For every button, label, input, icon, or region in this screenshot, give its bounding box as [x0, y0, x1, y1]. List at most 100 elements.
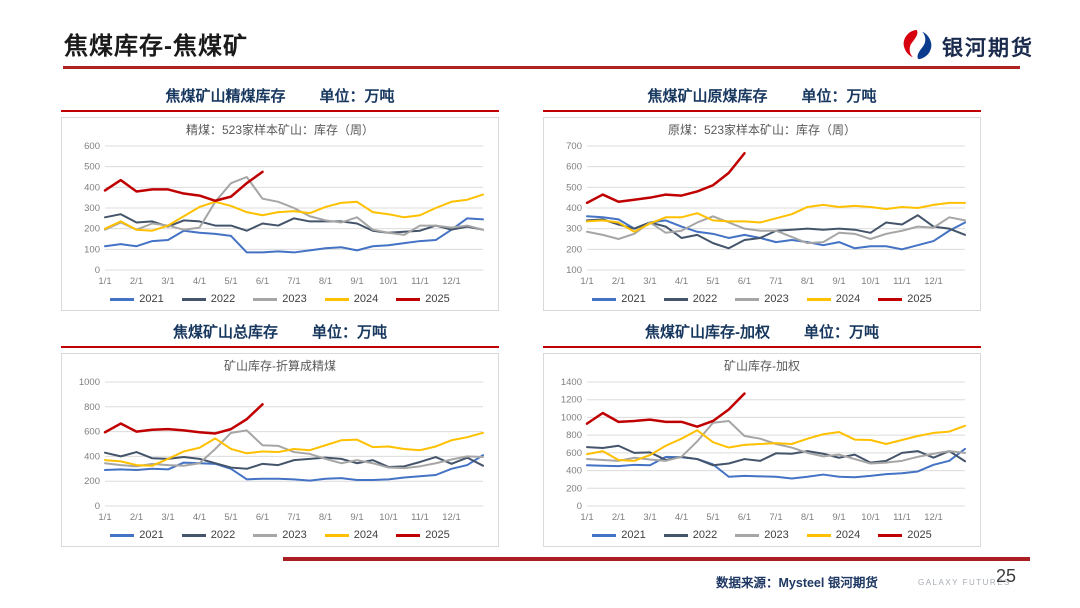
legend-swatch-2021	[110, 297, 135, 301]
legend-label-2022: 2022	[210, 529, 236, 541]
legend-item-2021: 2021	[110, 293, 164, 305]
logo-text: 银河期货	[942, 37, 1034, 60]
legend-swatch-2022	[181, 533, 206, 537]
legend-swatch-2022	[663, 297, 688, 301]
legend-label-2022: 2022	[692, 293, 718, 305]
x-axis-tick-label: 5/1	[224, 512, 237, 523]
panel-title: 焦煤矿山精煤库存	[165, 88, 286, 105]
panel-unit-label: 单位：万吨	[312, 324, 388, 341]
legend-item-2022: 2022	[181, 293, 235, 305]
y-axis-tick-label: 100	[84, 244, 100, 255]
legend-swatch-2025	[878, 297, 903, 301]
x-axis-tick-label: 4/1	[675, 512, 688, 523]
x-axis-tick-label: 8/1	[319, 512, 332, 523]
panel-refined-coal-inventory: 焦煤矿山精煤库存 单位：万吨 精煤：523家样本矿山：库存（周） 0 100 200…	[61, 85, 499, 311]
x-axis-tick-label: 10/1	[379, 512, 398, 523]
legend-label-2025: 2025	[425, 529, 450, 541]
legend-label-2023: 2023	[764, 293, 789, 305]
x-axis-tick-label: 12/1	[442, 512, 461, 523]
legend-swatch-2023	[735, 297, 760, 301]
x-axis-tick-label: 11/1	[893, 512, 911, 523]
x-axis-tick-label: 9/1	[832, 512, 845, 523]
y-axis-tick-label: 200	[84, 476, 100, 487]
y-axis-tick-label: 500	[566, 182, 582, 193]
x-axis-tick-label: 9/1	[350, 512, 363, 523]
panel-header: 焦煤矿山原煤库存 单位：万吨	[543, 85, 981, 112]
x-axis-tick-label: 2/1	[612, 276, 625, 287]
series-line-2024	[586, 424, 966, 462]
legend-swatch-2025	[396, 297, 421, 301]
legend-item-2021: 2021	[592, 293, 646, 305]
series-line-2021	[104, 454, 484, 482]
x-axis-tick-label: 11/1	[411, 512, 429, 523]
y-axis-tick-label: 400	[566, 203, 582, 214]
x-axis-tick-label: 1/1	[580, 512, 593, 523]
series-line-2025	[585, 392, 746, 428]
legend-swatch-2024	[324, 297, 349, 301]
legend-item-2025: 2025	[396, 293, 450, 305]
chart-box: 原煤：523家样本矿山：库存（周） 100 200 300 400 500 600 700 1…	[543, 117, 981, 311]
y-axis-tick-label: 200	[84, 224, 100, 235]
y-axis-tick-label: 1400	[561, 377, 582, 388]
x-axis-tick-label: 5/1	[224, 276, 237, 287]
y-axis-tick-label: 1000	[561, 412, 582, 423]
panel-unit-label: 单位：万吨	[803, 324, 879, 341]
legend-label-2025: 2025	[425, 293, 450, 305]
y-axis-tick-label: 500	[84, 162, 100, 173]
chart-legend: 2021 2022 2023 2024 2025	[65, 526, 495, 544]
chart-box: 矿山库存-折算成精煤 0 200 400 600 800 1000 1/1 2/1 3/1 4/1…	[61, 353, 499, 547]
line-chart-total-inventory: 0 200 400 600 800 1000 1/1 2/1 3/1 4/1 5/1 6/1 7/1 8/…	[79, 377, 484, 523]
legend-label-2024: 2024	[835, 529, 861, 541]
y-axis-tick-label: 300	[566, 224, 582, 235]
legend-item-2022: 2022	[181, 529, 236, 541]
x-axis-tick-label: 3/1	[161, 276, 174, 287]
legend-item-2025: 2025	[878, 529, 932, 541]
chart-box: 矿山库存-加权 0 200 400 600 800 1000 1200 1400 1/1 2/1 3…	[543, 353, 981, 547]
legend-item-2021: 2021	[592, 529, 646, 541]
legend-item-2024: 2024	[324, 293, 378, 305]
page-title: 焦煤库存-焦煤矿	[64, 33, 248, 60]
x-axis-tick-label: 5/1	[706, 276, 719, 287]
legend-item-2023: 2023	[735, 293, 789, 305]
legend-item-2024: 2024	[324, 529, 379, 541]
x-axis-tick-label: 1/1	[98, 276, 111, 287]
y-axis-tick-label: 0	[95, 501, 100, 512]
x-axis-tick-label: 6/1	[256, 512, 269, 523]
panel-weighted-inventory: 焦煤矿山库存-加权 单位：万吨 矿山库存-加权 0 200 400 600 800 100…	[543, 321, 981, 547]
legend-swatch-2023	[253, 533, 278, 537]
line-chart-raw-coal: 100 200 300 400 500 600 700 1/1 2/1 3/1 4/1 5/1 6/1 7…	[566, 141, 966, 287]
series-line-2022	[586, 444, 966, 467]
legend-swatch-2023	[253, 297, 278, 301]
y-axis-tick-label: 400	[84, 451, 100, 462]
y-axis-tick-label: 1200	[561, 395, 582, 406]
data-source-text: 数据来源：Mysteel 银河期货	[716, 576, 878, 590]
chart-inner-title: 矿山库存-加权	[724, 359, 800, 373]
y-axis-tick-label: 300	[84, 203, 100, 214]
y-axis-tick-label: 200	[566, 244, 582, 255]
legend-label-2024: 2024	[353, 529, 379, 541]
legend-label-2021: 2021	[621, 529, 646, 541]
series-line-2024	[586, 201, 966, 233]
legend-item-2025: 2025	[878, 293, 932, 305]
series-line-2021	[104, 217, 484, 254]
legend-label-2023: 2023	[282, 529, 307, 541]
series-line-2024	[104, 431, 484, 467]
series-line-2022	[104, 451, 484, 470]
panel-title: 焦煤矿山总库存	[172, 324, 278, 341]
x-axis-tick-label: 7/1	[287, 276, 300, 287]
y-axis-tick-label: 600	[566, 162, 582, 173]
legend-label-2023: 2023	[764, 529, 789, 541]
chart-legend: 2021 2022 2023 2024 2025	[547, 526, 977, 544]
x-axis-tick-label: 9/1	[832, 276, 845, 287]
x-axis-tick-label: 2/1	[612, 512, 625, 523]
x-axis-tick-label: 2/1	[130, 512, 143, 523]
line-chart-refined-coal: 0 100 200 300 400 500 600 1/1 2/1 3/1 4/1 5/1 6/1 7/1…	[84, 141, 484, 287]
series-line-2021	[586, 447, 966, 480]
y-axis-tick-label: 600	[84, 141, 100, 152]
legend-label-2022: 2022	[692, 529, 718, 541]
legend-item-2024: 2024	[806, 293, 860, 305]
panel-title: 焦煤矿山库存-加权	[644, 324, 770, 341]
x-axis-tick-label: 11/1	[893, 276, 911, 287]
x-axis-tick-label: 8/1	[801, 512, 814, 523]
legend-item-2024: 2024	[806, 529, 861, 541]
